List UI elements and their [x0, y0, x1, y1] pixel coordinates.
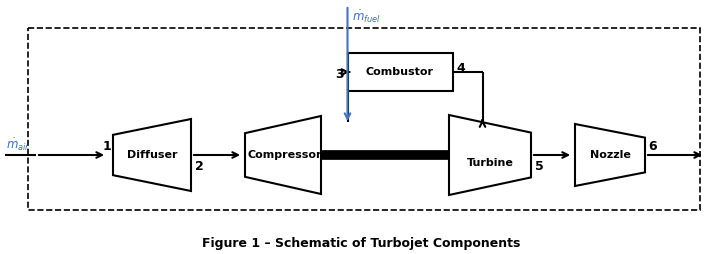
- Polygon shape: [113, 119, 191, 191]
- Polygon shape: [245, 116, 321, 194]
- Text: 1: 1: [103, 140, 111, 153]
- Bar: [28, 28, 700, 210]
- Text: 3: 3: [335, 68, 344, 81]
- Text: 5: 5: [534, 161, 544, 173]
- Polygon shape: [575, 124, 645, 186]
- Text: Figure 1 – Schematic of Turbojet Components: Figure 1 – Schematic of Turbojet Compone…: [202, 236, 520, 249]
- Text: Nozzle: Nozzle: [590, 150, 630, 160]
- Text: Diffuser: Diffuser: [127, 150, 177, 160]
- Bar: [347, 53, 453, 91]
- Text: Combustor: Combustor: [366, 67, 434, 77]
- Text: Compressor: Compressor: [248, 150, 322, 160]
- Polygon shape: [449, 115, 531, 195]
- Text: $\dot{m}_{fuel}$: $\dot{m}_{fuel}$: [352, 8, 381, 25]
- Text: Turbine: Turbine: [466, 158, 513, 168]
- Text: 2: 2: [195, 161, 204, 173]
- Text: 4: 4: [456, 61, 465, 74]
- Text: $\dot{m}_{air}$: $\dot{m}_{air}$: [6, 137, 31, 153]
- Text: 6: 6: [648, 140, 657, 153]
